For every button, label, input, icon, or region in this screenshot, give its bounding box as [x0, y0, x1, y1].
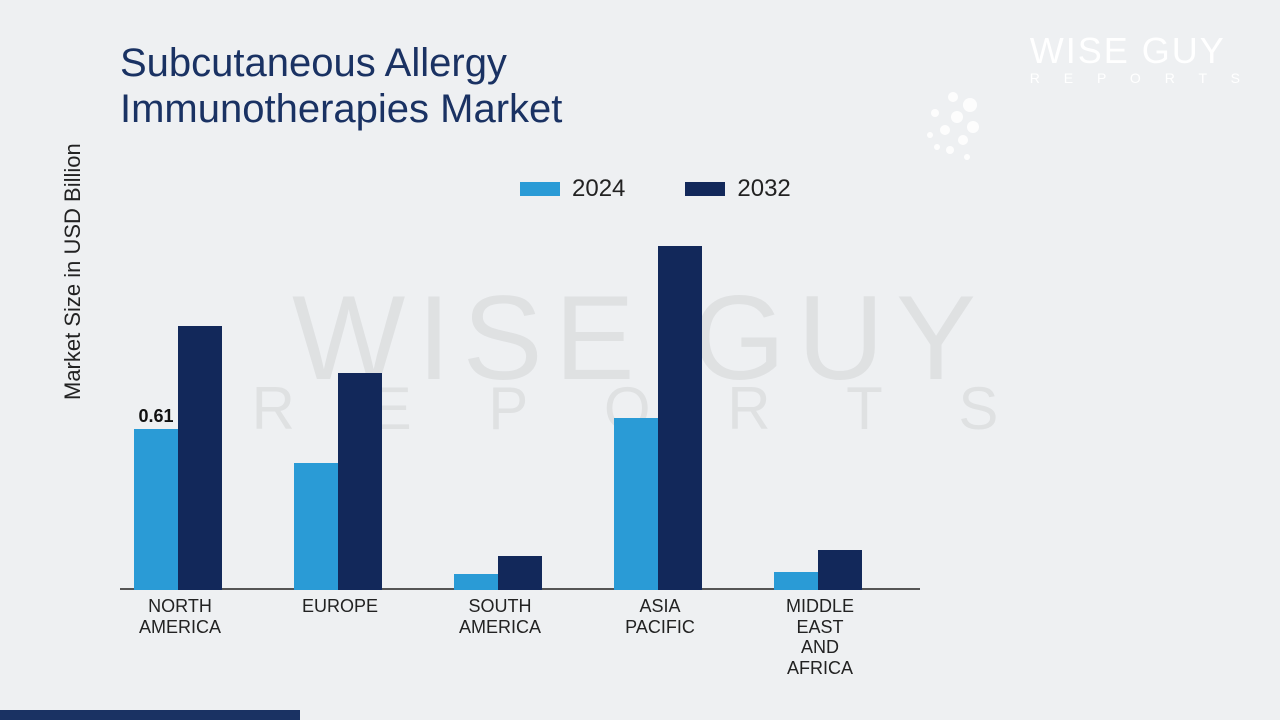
- legend-item-2024: 2024: [520, 175, 625, 203]
- bar-2024: 0.61: [134, 429, 178, 590]
- bar-2024: [774, 572, 818, 591]
- legend-swatch-2032: [685, 182, 725, 196]
- bar-2032: [498, 556, 542, 590]
- y-axis-label: Market Size in USD Billion: [60, 143, 86, 400]
- page: WISE GUY R E P O R T S WISE GUY R E P O …: [0, 0, 1280, 720]
- brand-logo: WISE GUY R E P O R T S: [1030, 30, 1250, 86]
- legend: 2024 2032: [520, 175, 791, 203]
- legend-label-2024: 2024: [572, 175, 625, 203]
- bar-2032: [178, 326, 222, 590]
- bottom-accent-bar: [0, 710, 300, 720]
- bar-2032: [818, 550, 862, 590]
- bar-value-label: 0.61: [134, 406, 178, 429]
- chart-title: Subcutaneous Allergy Immunotherapies Mar…: [120, 40, 562, 132]
- title-line2: Immunotherapies Market: [120, 87, 562, 131]
- logo-text-line2: R E P O R T S: [1030, 70, 1250, 86]
- bar-2024: [614, 418, 658, 590]
- legend-swatch-2024: [520, 182, 560, 196]
- bar-2032: [658, 246, 702, 590]
- legend-label-2032: 2032: [737, 175, 790, 203]
- category-label: MIDDLEEASTANDAFRICA: [724, 590, 916, 679]
- bar-2024: [294, 463, 338, 590]
- legend-item-2032: 2032: [685, 175, 790, 203]
- bar-2032: [338, 373, 382, 590]
- bar-chart: 0.61NORTHAMERICAEUROPESOUTHAMERICAASIAPA…: [120, 220, 920, 590]
- logo-head-icon: [915, 85, 985, 175]
- bar-2024: [454, 574, 498, 590]
- title-line1: Subcutaneous Allergy: [120, 41, 507, 85]
- logo-text-line1: WISE GUY: [1030, 30, 1250, 72]
